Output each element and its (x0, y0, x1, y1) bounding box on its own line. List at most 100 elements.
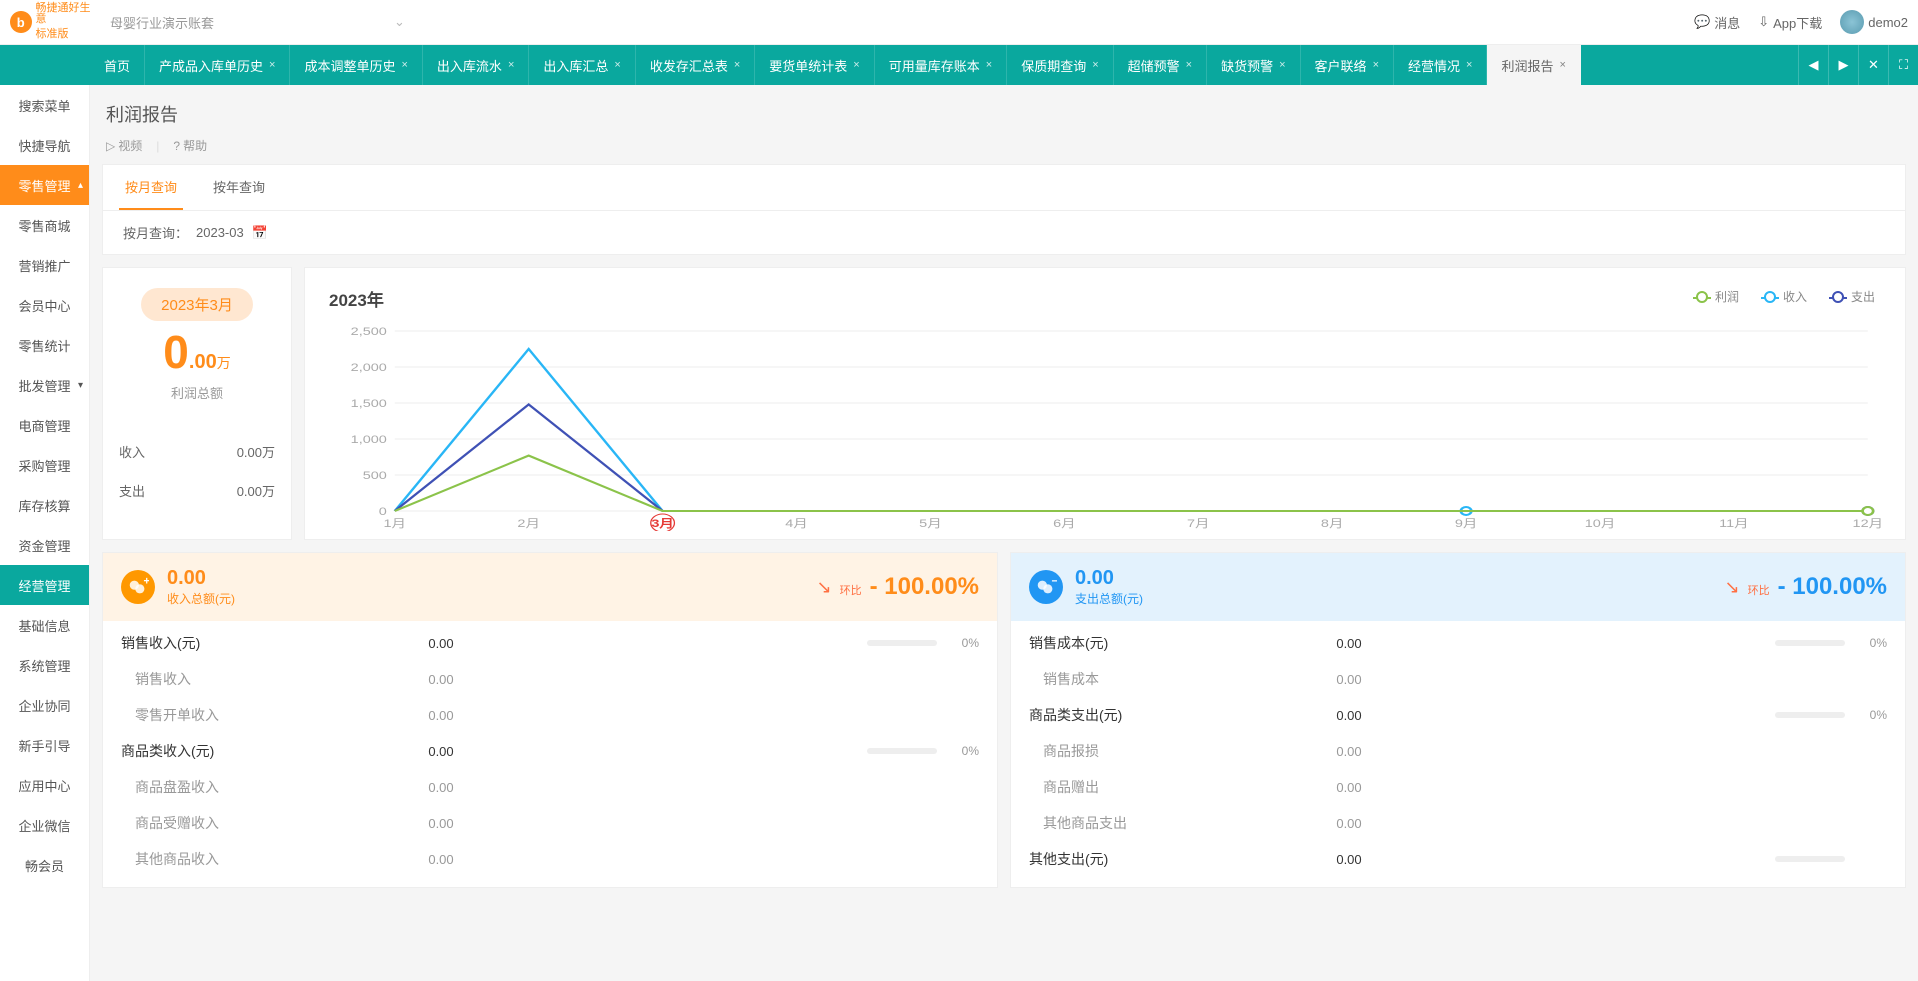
close-icon[interactable]: × (1186, 59, 1192, 71)
tab-scroll-left-button[interactable]: ◀ (1798, 45, 1828, 85)
tab-query-year[interactable]: 按年查询 (207, 165, 271, 210)
svg-text:11月: 11月 (1719, 517, 1748, 530)
tab-收发存汇总表[interactable]: 收发存汇总表× (636, 45, 755, 85)
detail-row: 商品类支出(元)0.000% (1029, 697, 1887, 733)
content-area: 利润报告 ▷视频 | ?帮助 按月查询 按年查询 按月查询： 2023-03 📅 (90, 85, 1918, 981)
sidebar-item-搜索菜单[interactable]: 搜索菜单 (0, 85, 89, 125)
tab-query-month[interactable]: 按月查询 (119, 165, 183, 210)
sidebar-item-基础信息[interactable]: 基础信息 (0, 605, 89, 645)
video-link[interactable]: ▷视频 (106, 137, 142, 154)
app-download-link[interactable]: ⇩ App下载 (1758, 13, 1822, 32)
close-icon[interactable]: × (269, 59, 275, 71)
close-icon[interactable]: × (401, 59, 407, 71)
tab-保质期查询[interactable]: 保质期查询× (1007, 45, 1113, 85)
tab-label: 经营情况 (1408, 56, 1460, 75)
sidebar-item-采购管理[interactable]: 采购管理 (0, 445, 89, 485)
tab-经营情况[interactable]: 经营情况 × (1394, 45, 1487, 85)
close-icon[interactable]: × (1559, 59, 1565, 71)
sidebar-item-label: 经营管理 (18, 576, 70, 595)
close-icon[interactable]: × (853, 59, 859, 71)
sidebar-item-label: 企业协同 (18, 696, 70, 715)
legend-expense[interactable]: 支出 (1829, 288, 1875, 305)
tab-成本调整单历史[interactable]: 成本调整单历史× (290, 45, 422, 85)
tab-产成品入库单历史[interactable]: 产成品入库单历史× (145, 45, 290, 85)
close-icon[interactable]: × (1466, 59, 1472, 71)
detail-row-pct: 0% (1857, 708, 1887, 722)
tab-label: 缺货预警 (1221, 56, 1273, 75)
detail-row-name: 商品受赠收入 (121, 813, 381, 833)
sidebar-item-营销推广[interactable]: 营销推广 (0, 245, 89, 285)
close-icon[interactable]: × (1373, 59, 1379, 71)
summary-row-key: 支出 (119, 481, 145, 500)
detail-row-value: 0.00 (381, 816, 501, 831)
calendar-icon[interactable]: 📅 (252, 225, 268, 241)
tab-出入库流水[interactable]: 出入库流水× (423, 45, 529, 85)
sidebar-item-label: 库存核算 (18, 496, 70, 515)
sidebar-item-批发管理[interactable]: 批发管理▾ (0, 365, 89, 405)
line-chart: 05001,0001,5002,0002,5001月2月3月4月5月6月7月8月… (329, 321, 1881, 531)
sidebar-item-库存核算[interactable]: 库存核算 (0, 485, 89, 525)
close-icon[interactable]: × (734, 59, 740, 71)
sidebar-item-畅会员[interactable]: 畅会员 (0, 845, 89, 885)
query-filter-value[interactable]: 2023-03 (196, 225, 244, 240)
sidebar-item-零售商城[interactable]: 零售商城 (0, 205, 89, 245)
user-menu[interactable]: demo2 (1840, 10, 1908, 34)
legend-profit-marker (1693, 292, 1711, 302)
detail-row: 商品赠出0.00 (1029, 769, 1887, 805)
svg-text:2,000: 2,000 (351, 361, 387, 374)
detail-row-value: 0.00 (381, 708, 501, 723)
sidebar-item-系统管理[interactable]: 系统管理 (0, 645, 89, 685)
tab-出入库汇总[interactable]: 出入库汇总× (529, 45, 635, 85)
sidebar-item-label: 企业微信 (18, 816, 70, 835)
org-selector[interactable]: 母婴行业演示账套 ⌄ (110, 13, 1694, 32)
sidebar-item-企业协同[interactable]: 企业协同 (0, 685, 89, 725)
tab-缺货预警[interactable]: 缺货预警 × (1207, 45, 1300, 85)
sidebar-item-经营管理[interactable]: 经营管理 (0, 565, 89, 605)
income-card-header: + 0.00 收入总额(元) ↘ 环比 - 100.00% (103, 553, 997, 621)
tab-scroll-right-button[interactable]: ▶ (1828, 45, 1858, 85)
legend-expense-label: 支出 (1851, 288, 1875, 305)
tab-可用量库存账本[interactable]: 可用量库存账本× (875, 45, 1007, 85)
svg-text:1,500: 1,500 (351, 397, 387, 410)
tab-close-all-button[interactable]: ✕ (1858, 45, 1888, 85)
tab-要货单统计表[interactable]: 要货单统计表× (755, 45, 874, 85)
tab-利润报告[interactable]: 利润报告× (1487, 45, 1580, 85)
sidebar-item-资金管理[interactable]: 资金管理 (0, 525, 89, 565)
detail-row-bar-wrap (1409, 856, 1887, 862)
close-icon[interactable]: × (1279, 59, 1285, 71)
sidebar-item-零售管理[interactable]: 零售管理▴ (0, 165, 89, 205)
progress-bar (1775, 712, 1845, 718)
sidebar-item-电商管理[interactable]: 电商管理 (0, 405, 89, 445)
progress-bar (1775, 640, 1845, 646)
sidebar-item-label: 资金管理 (18, 536, 70, 555)
sidebar-item-零售统计[interactable]: 零售统计 (0, 325, 89, 365)
sidebar-item-会员中心[interactable]: 会员中心 (0, 285, 89, 325)
svg-text:500: 500 (363, 469, 387, 482)
sidebar-item-新手引导[interactable]: 新手引导 (0, 725, 89, 765)
expense-pct: - 100.00% (1778, 573, 1887, 601)
messages-label: 消息 (1714, 13, 1740, 32)
sidebar-item-企业微信[interactable]: 企业微信 (0, 805, 89, 845)
legend-profit[interactable]: 利润 (1693, 288, 1739, 305)
tab-客户联络[interactable]: 客户联络× (1301, 45, 1394, 85)
detail-row: 零售开单收入0.00 (121, 697, 979, 733)
close-icon[interactable]: × (508, 59, 514, 71)
detail-row-name: 商品类支出(元) (1029, 705, 1289, 725)
close-icon[interactable]: × (614, 59, 620, 71)
svg-text:1,000: 1,000 (351, 433, 387, 446)
sidebar-item-快捷导航[interactable]: 快捷导航 (0, 125, 89, 165)
help-link[interactable]: ?帮助 (173, 137, 207, 154)
tab-首页[interactable]: 首页 (90, 45, 145, 85)
messages-link[interactable]: 💬 消息 (1694, 13, 1740, 32)
legend-income[interactable]: 收入 (1761, 288, 1807, 305)
trend-down-icon: ↘ (1725, 577, 1740, 598)
close-icon[interactable]: × (1092, 59, 1098, 71)
sidebar-item-应用中心[interactable]: 应用中心 (0, 765, 89, 805)
sidebar-item-label: 快捷导航 (18, 136, 70, 155)
fullscreen-button[interactable]: ⛶ (1888, 45, 1918, 85)
detail-row-pct: 0% (1857, 636, 1887, 650)
sidebar-item-label: 系统管理 (18, 656, 70, 675)
close-icon[interactable]: × (986, 59, 992, 71)
tab-超储预警[interactable]: 超储预警× (1114, 45, 1207, 85)
summary-caption: 利润总额 (119, 383, 275, 402)
